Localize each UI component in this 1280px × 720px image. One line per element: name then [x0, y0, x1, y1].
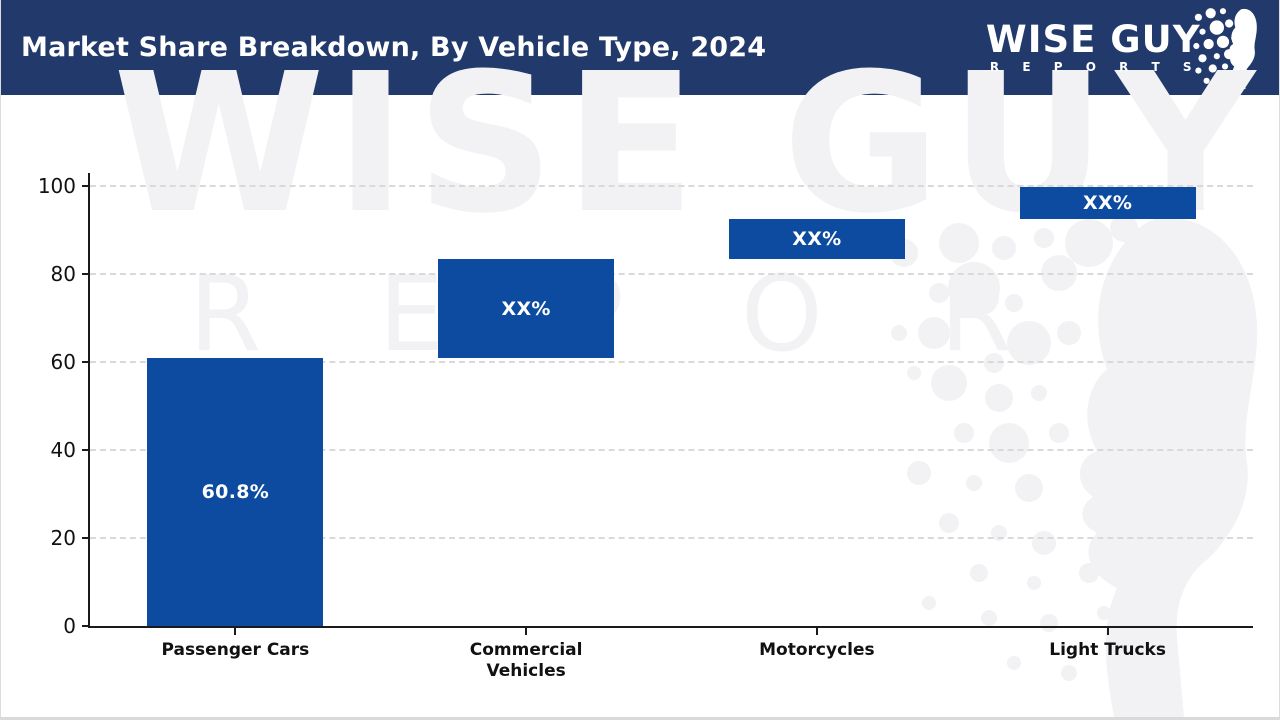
x-tick-3: [1106, 628, 1109, 635]
watermark-face-icon: [859, 173, 1279, 717]
y-tick-100: [82, 185, 90, 187]
y-tick-label-80: 80: [50, 262, 76, 286]
bar-value-label: XX%: [1083, 191, 1133, 214]
y-tick-60: [82, 361, 90, 363]
x-tick-2: [815, 628, 818, 635]
gridline-60: [90, 361, 1253, 363]
category-label-1: Commercial Vehicles: [469, 640, 583, 681]
bar-value-label: XX%: [792, 228, 842, 251]
y-tick-40: [82, 449, 90, 451]
wiseguy-face-icon: [1187, 3, 1261, 93]
category-label-3: Light Trucks: [1049, 640, 1166, 660]
y-tick-label-40: 40: [50, 438, 76, 462]
gridline-100: [90, 185, 1253, 187]
bar-motorcycles: XX%: [728, 219, 905, 259]
y-tick-80: [82, 273, 90, 275]
header-band: Market Share Breakdown, By Vehicle Type,…: [1, 0, 1279, 95]
y-tick-20: [82, 537, 90, 539]
category-label-0: Passenger Cars: [161, 640, 310, 660]
y-tick-label-20: 20: [50, 526, 76, 550]
page-title: Market Share Breakdown, By Vehicle Type,…: [21, 32, 767, 63]
y-tick-0: [82, 625, 90, 627]
bar-passenger-cars: 60.8%: [147, 358, 324, 626]
category-label-2: Motorcycles: [759, 640, 875, 660]
wiseguy-logo-text: WISE GUY R E P O R T S: [985, 17, 1201, 74]
wiseguy-logo-subtitle: R E P O R T S: [989, 59, 1201, 74]
x-axis-spine: [88, 626, 1253, 628]
x-tick-1: [525, 628, 528, 635]
y-axis-spine: [88, 172, 90, 628]
watermark-reports: R E P O R T S: [189, 253, 1279, 375]
bar-commercial-vehicles: XX%: [438, 259, 615, 359]
y-tick-label-60: 60: [50, 350, 76, 374]
gridline-80: [90, 273, 1253, 275]
y-tick-label-0: 0: [63, 614, 76, 638]
chart-area: WISE GUY R E P O R T S: [1, 33, 1279, 717]
y-tick-label-100: 100: [37, 174, 76, 198]
wiseguy-logo: WISE GUY R E P O R T S: [986, 5, 1261, 91]
bar-value-label: 60.8%: [201, 481, 270, 504]
wiseguy-logo-wordmark: WISE GUY: [985, 17, 1201, 61]
bar-value-label: XX%: [501, 297, 551, 320]
gridline-20: [90, 537, 1253, 539]
x-tick-0: [234, 628, 237, 635]
bar-light-trucks: XX%: [1019, 186, 1196, 219]
gridline-40: [90, 449, 1253, 451]
